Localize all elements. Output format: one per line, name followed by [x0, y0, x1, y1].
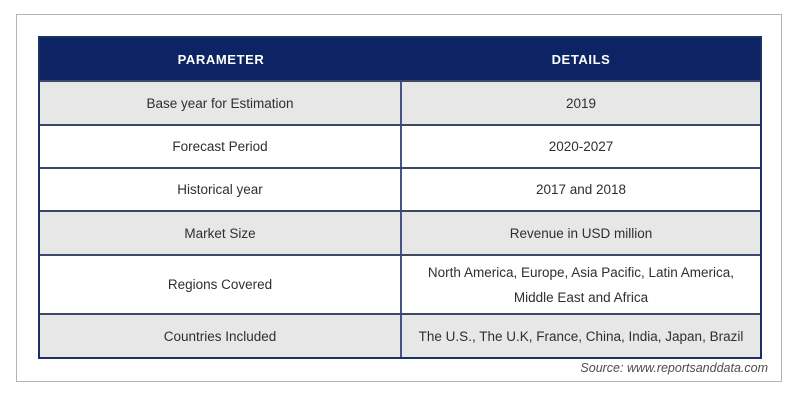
- parameter-cell: Regions Covered: [40, 256, 402, 313]
- table-header-row: PARAMETER DETAILS: [40, 38, 760, 80]
- parameter-cell: Base year for Estimation: [40, 82, 402, 124]
- parameter-cell: Historical year: [40, 169, 402, 210]
- detail-cell: 2020-2027: [548, 139, 614, 154]
- detail-cell: 2019: [565, 95, 597, 111]
- table-row: Countries Included The U.S., The U.K, Fr…: [40, 313, 760, 357]
- detail-cell: North America, Europe, Asia Pacific, Lat…: [427, 264, 735, 305]
- detail-cell: Revenue in USD million: [509, 225, 653, 241]
- header-cell-details: DETAILS: [551, 51, 611, 67]
- parameter-cell: Forecast Period: [40, 126, 402, 167]
- report-parameters-table: PARAMETER DETAILS Base year for Estimati…: [38, 36, 762, 359]
- table-row: Forecast Period 2020-2027: [40, 124, 760, 167]
- detail-cell: 2017 and 2018: [535, 182, 627, 197]
- table-row: Market Size Revenue in USD million: [40, 210, 760, 254]
- parameter-cell: Countries Included: [40, 315, 402, 357]
- table-row: Regions Covered North America, Europe, A…: [40, 254, 760, 313]
- source-attribution: Source: www.reportsanddata.com: [580, 361, 768, 375]
- detail-cell: The U.S., The U.K, France, China, India,…: [418, 328, 744, 344]
- header-cell-parameter: PARAMETER: [177, 51, 265, 67]
- content-frame: PARAMETER DETAILS Base year for Estimati…: [16, 14, 782, 382]
- parameter-cell: Market Size: [40, 212, 402, 254]
- table-row: Base year for Estimation 2019: [40, 80, 760, 124]
- table-row: Historical year 2017 and 2018: [40, 167, 760, 210]
